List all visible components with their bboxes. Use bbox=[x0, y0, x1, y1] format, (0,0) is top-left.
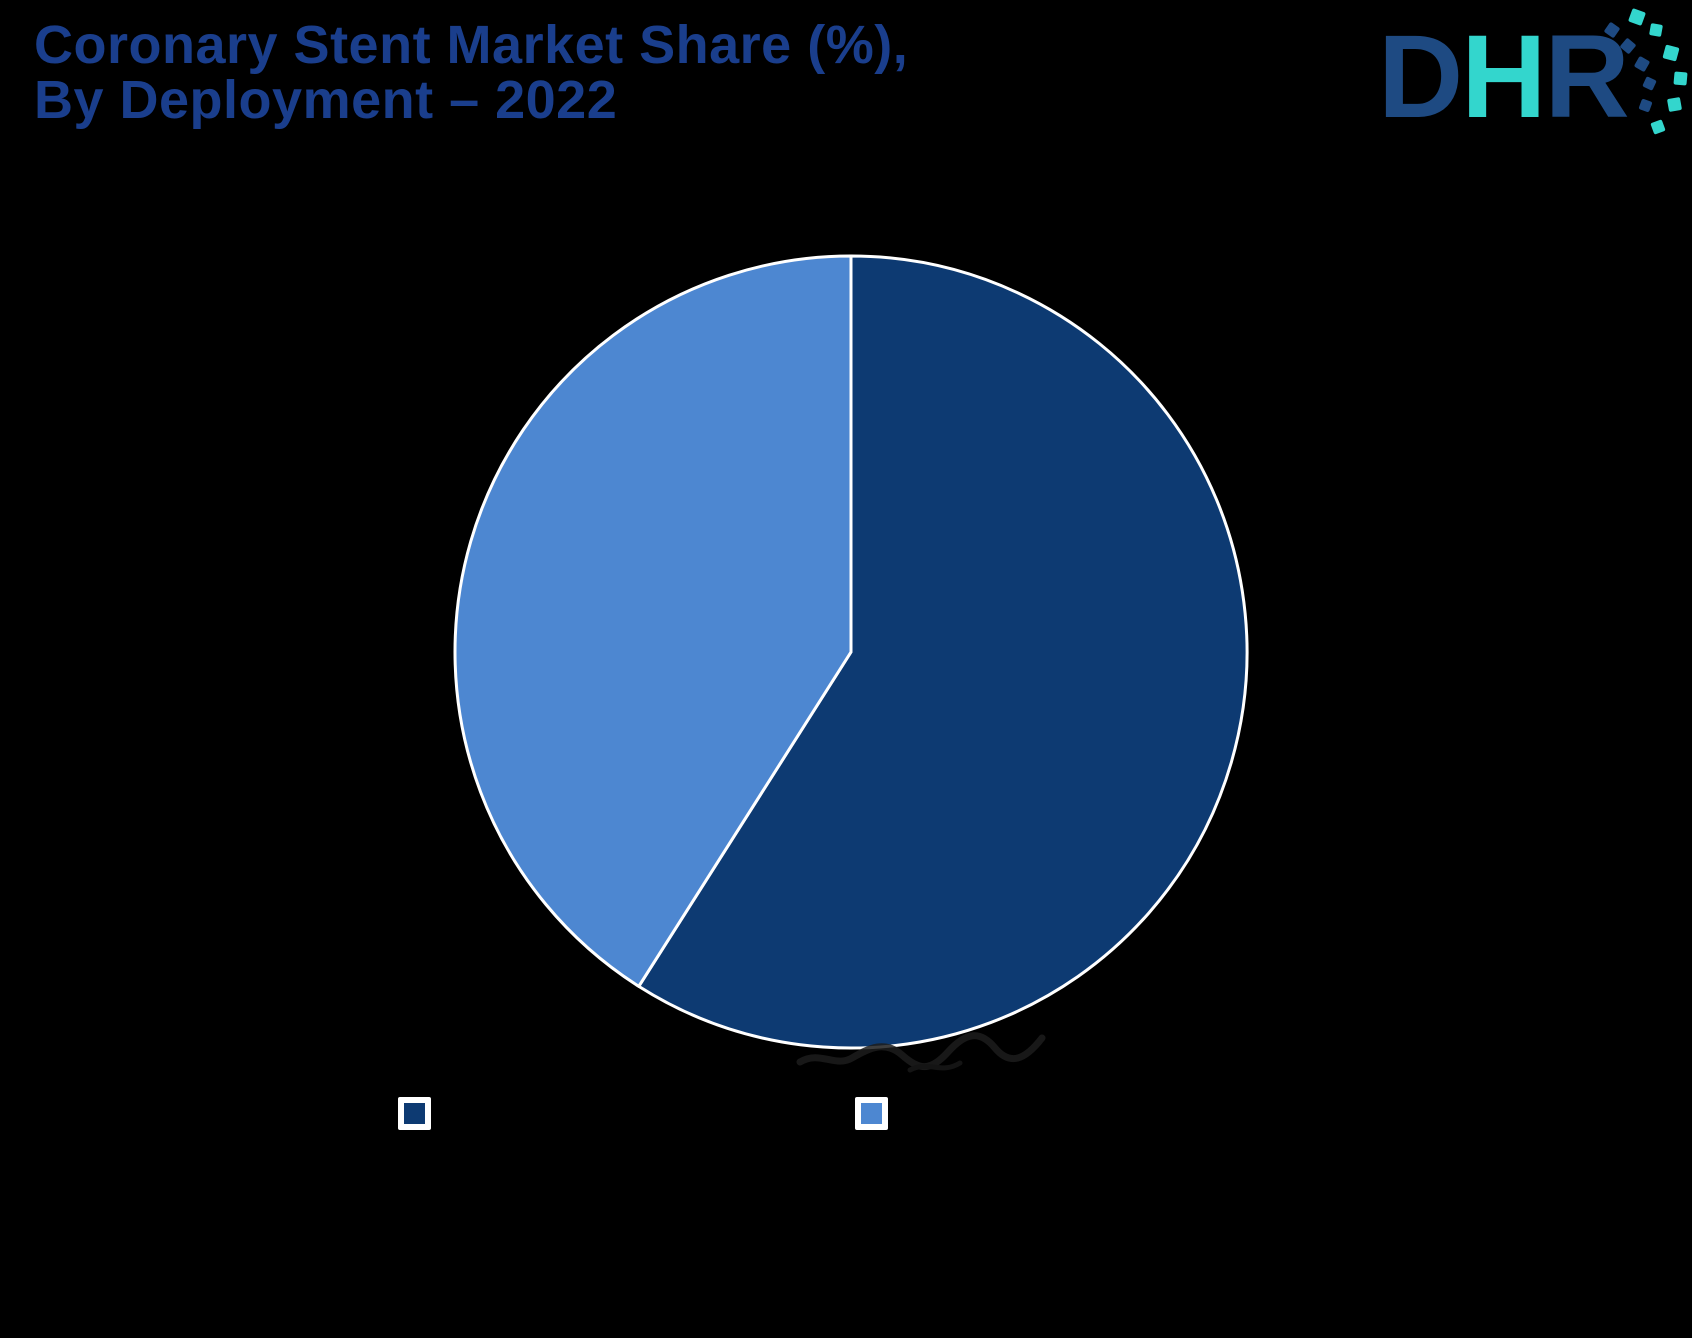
logo-dots-arc bbox=[1378, 8, 1688, 158]
chart-title: Coronary Stent Market Share (%), By Depl… bbox=[34, 18, 908, 128]
logo-letter-h: H bbox=[1461, 11, 1546, 143]
chart-title-line-2: By Deployment – 2022 bbox=[34, 70, 618, 130]
logo-dot bbox=[1619, 37, 1637, 55]
logo-dot bbox=[1649, 23, 1663, 37]
legend-swatch-color-segment-2 bbox=[861, 1103, 882, 1124]
legend-swatch-segment-2 bbox=[855, 1097, 888, 1130]
logo-dot bbox=[1603, 21, 1621, 39]
logo-dot bbox=[1650, 119, 1666, 135]
dhr-logo: DHR bbox=[1378, 8, 1688, 148]
pie-chart bbox=[451, 252, 1251, 1052]
logo-dot bbox=[1642, 76, 1657, 91]
watermark-scribble bbox=[796, 1032, 1046, 1073]
logo-dot bbox=[1638, 98, 1653, 113]
logo-letter-r: R bbox=[1544, 11, 1629, 143]
chart-title-line-1: Coronary Stent Market Share (%), bbox=[34, 15, 909, 75]
legend-swatch-segment-1 bbox=[398, 1097, 431, 1130]
logo-letter-d: D bbox=[1378, 11, 1463, 143]
pie-slice-segment-2 bbox=[453, 254, 853, 988]
pie-chart-svg bbox=[453, 254, 1249, 1050]
legend-swatch-color-segment-1 bbox=[404, 1103, 425, 1124]
pie-slice-segment-1 bbox=[637, 254, 1249, 1050]
logo-dot bbox=[1666, 96, 1683, 113]
logo-dot bbox=[1673, 71, 1688, 86]
dhr-logo-letters: DHR bbox=[1378, 11, 1630, 143]
logo-dot bbox=[1662, 44, 1680, 62]
logo-dot bbox=[1628, 8, 1646, 26]
logo-dot bbox=[1633, 55, 1651, 73]
